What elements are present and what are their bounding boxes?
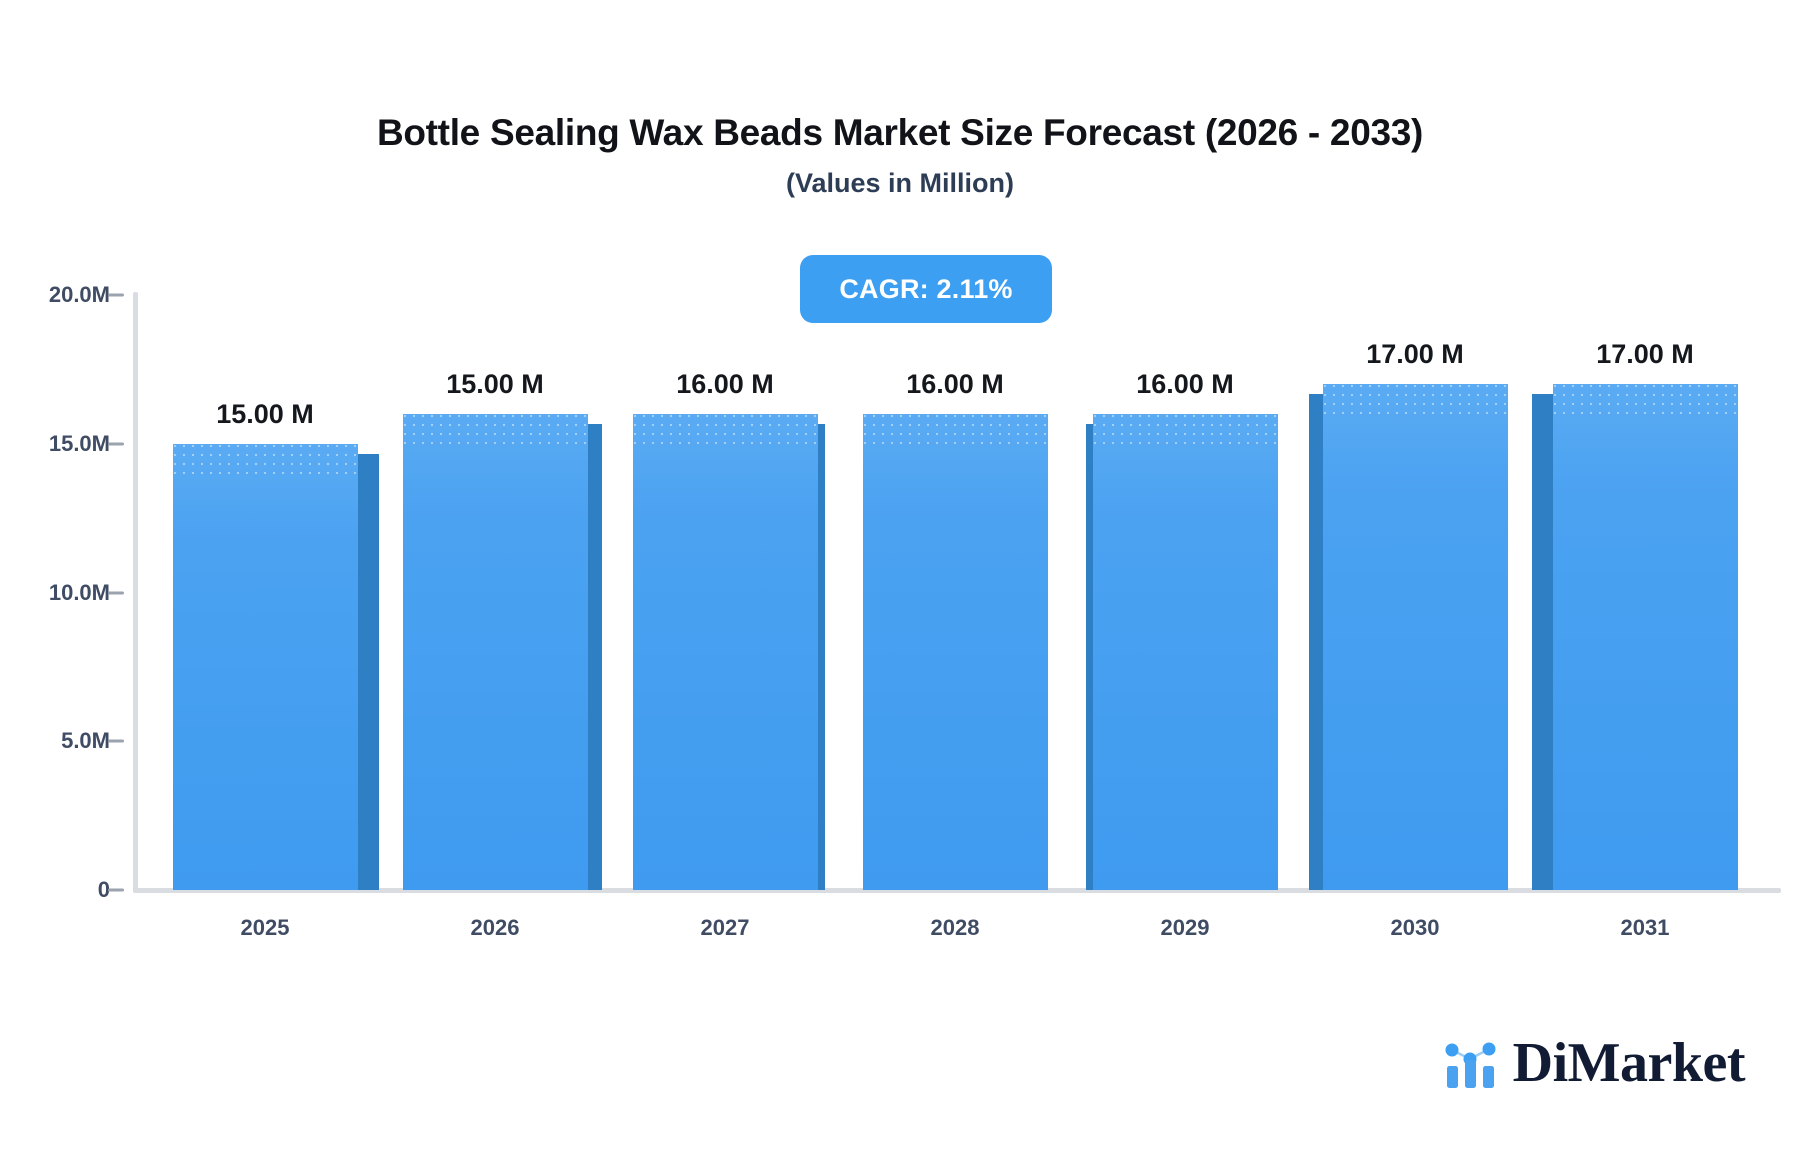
bar-column: 16.00 M <box>862 369 1048 890</box>
y-axis-tick-label: 5.0M <box>61 728 110 754</box>
bar-front-face <box>1092 414 1278 890</box>
bar-side-face <box>1085 424 1093 890</box>
bar-front-face <box>1322 384 1508 890</box>
bar-column: 17.00 M <box>1308 339 1508 890</box>
y-axis-tick-mark <box>108 888 124 892</box>
y-axis-tick-mark <box>108 442 124 446</box>
bar-front-face <box>402 414 588 890</box>
brand-logo-text: DiMarket <box>1512 1032 1746 1094</box>
bar-value-label: 16.00 M <box>1136 369 1234 399</box>
bar-side-face <box>587 424 602 890</box>
bar-side-face <box>1531 394 1553 890</box>
y-axis-tick-mark <box>108 591 124 594</box>
bar-column: 15.00 M <box>172 399 379 890</box>
bar-side-face <box>357 453 379 890</box>
bar-column: 16.00 M <box>632 369 825 890</box>
y-axis-tick-label: 10.0M <box>48 579 110 605</box>
x-axis-tick-label: 2031 <box>1620 915 1670 940</box>
x-axis-tick-label: 2030 <box>1390 915 1440 940</box>
bar-front-face <box>1552 384 1738 890</box>
bar-column: 17.00 M <box>1531 339 1738 890</box>
x-axis-tick-label: 2029 <box>1160 915 1210 940</box>
x-axis-tick-label: 2027 <box>700 915 750 940</box>
bar-front-face <box>632 414 818 890</box>
x-axis-baseline <box>133 888 1781 893</box>
cagr-badge-label: CAGR: 2.11% <box>839 273 1013 304</box>
bar-value-label: 17.00 M <box>1366 339 1464 370</box>
chart-subtitle: (Values in Million) <box>785 168 1015 198</box>
bar-side-face <box>1308 394 1323 890</box>
chart-title: Bottle Sealing Wax Beads Market Size For… <box>376 112 1424 153</box>
x-axis-tick-label: 2028 <box>930 915 980 940</box>
y-axis-tick-mark <box>108 739 124 743</box>
bar-side-face <box>817 424 825 890</box>
bar-value-label: 17.00 M <box>1596 339 1694 370</box>
y-axis-line <box>133 292 138 892</box>
bar-front-face <box>172 443 358 890</box>
brand-logo: DiMarket <box>1443 1032 1746 1094</box>
x-axis-tick-label: 2026 <box>470 915 520 940</box>
bar-column: 15.00 M <box>402 369 602 890</box>
bar-column: 16.00 M <box>1085 369 1278 890</box>
x-axis-tick-label: 2025 <box>240 915 290 940</box>
bar-value-label: 15.00 M <box>216 398 314 429</box>
cagr-badge: CAGR: 2.11% <box>800 255 1052 323</box>
y-axis-tick-mark <box>108 293 124 297</box>
bar-value-label: 16.00 M <box>676 369 774 399</box>
bar-front-face <box>862 414 1048 890</box>
bar-value-label: 15.00 M <box>446 369 544 399</box>
y-axis-tick-label: 0 <box>97 877 110 902</box>
bar-value-label: 16.00 M <box>906 369 1004 399</box>
y-axis-tick-label: 20.0M <box>48 282 110 307</box>
bar-chart-logo-icon <box>1445 1042 1496 1088</box>
y-axis-tick-label: 15.0M <box>48 430 110 456</box>
